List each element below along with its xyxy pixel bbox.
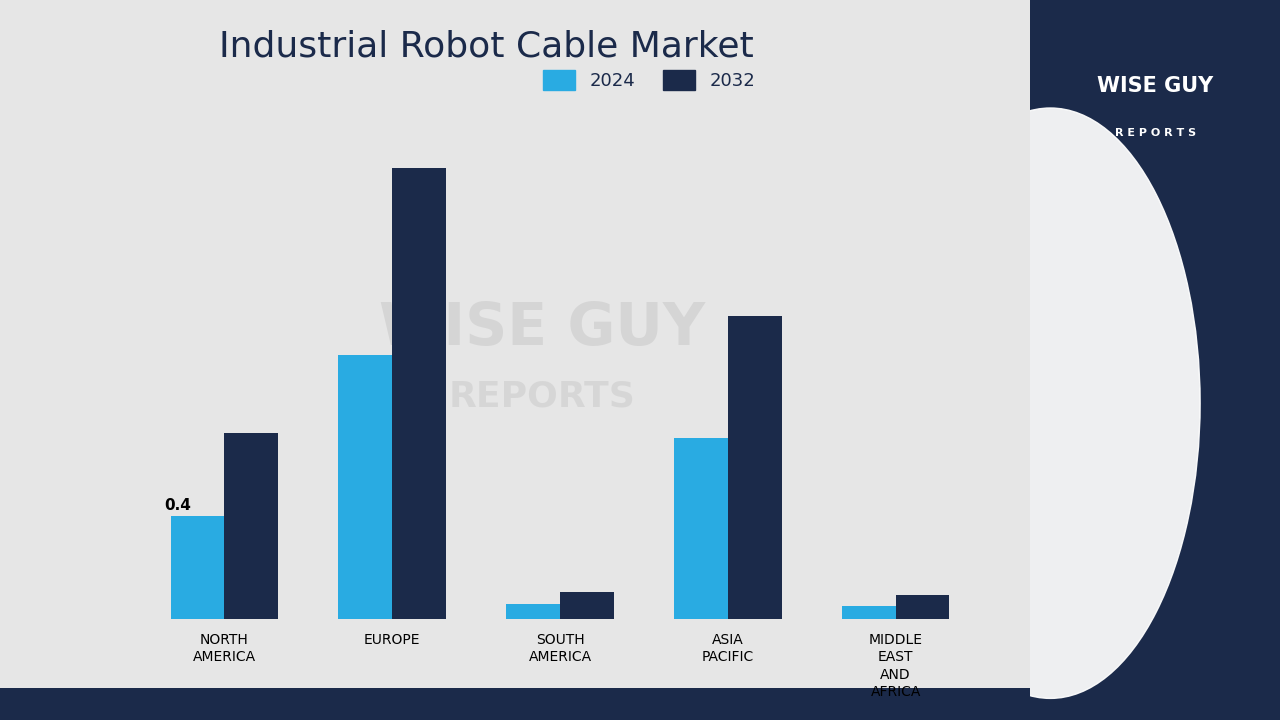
Text: Industrial Robot Cable Market: Industrial Robot Cable Market: [219, 30, 754, 64]
Bar: [896, 595, 950, 619]
Text: WISE GUY: WISE GUY: [1097, 76, 1213, 96]
Text: R E P O R T S: R E P O R T S: [1115, 128, 1196, 138]
Bar: [675, 438, 728, 619]
Bar: [507, 603, 561, 619]
Text: 0.4: 0.4: [164, 498, 191, 513]
Ellipse shape: [901, 108, 1201, 698]
Bar: [170, 516, 224, 619]
Bar: [842, 606, 896, 619]
Legend: 2024, 2032: 2024, 2032: [535, 63, 763, 97]
Bar: [224, 433, 278, 619]
Text: WISE GUY: WISE GUY: [379, 300, 705, 357]
Text: REPORTS: REPORTS: [449, 379, 636, 413]
Bar: [728, 316, 782, 619]
Bar: [338, 355, 392, 619]
Bar: [561, 592, 613, 619]
Bar: [392, 168, 445, 619]
